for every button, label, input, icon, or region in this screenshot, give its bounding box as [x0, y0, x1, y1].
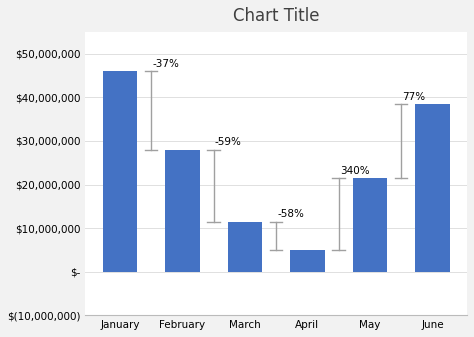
Bar [290, 250, 325, 272]
Bar [165, 150, 200, 272]
Text: -58%: -58% [277, 209, 304, 219]
Bar [353, 178, 387, 272]
Title: Chart Title: Chart Title [233, 7, 319, 25]
Text: 77%: 77% [402, 92, 426, 102]
Text: 340%: 340% [340, 166, 370, 176]
Bar [415, 104, 450, 272]
Text: -37%: -37% [152, 59, 179, 69]
Text: -59%: -59% [215, 137, 242, 148]
Bar [103, 71, 137, 272]
Bar [228, 221, 262, 272]
